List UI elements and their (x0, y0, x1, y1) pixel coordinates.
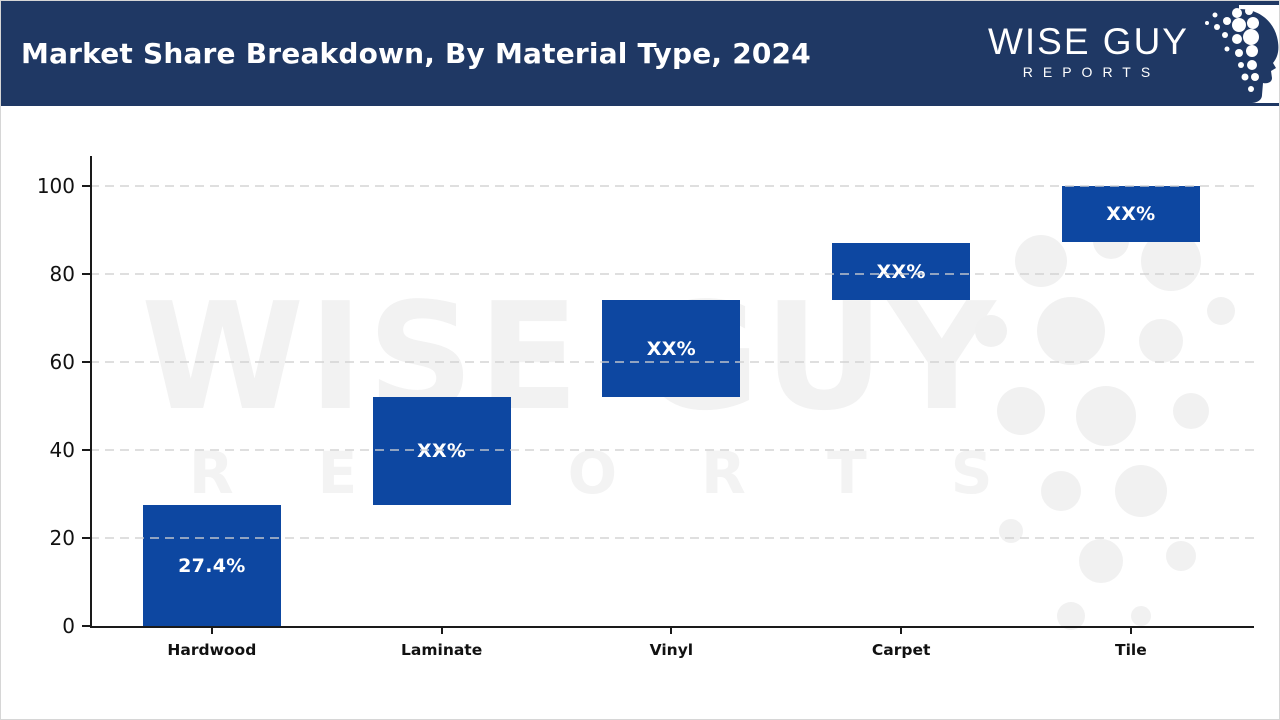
logo-text: WISE GUY REPORTS (987, 21, 1189, 80)
x-axis-label: Tile (1115, 641, 1147, 659)
bar-value-label: XX% (417, 440, 467, 463)
dotted-head-icon (1205, 5, 1279, 103)
bar-tile: XX% (1061, 186, 1200, 242)
gridline (90, 537, 1254, 539)
page-title: Market Share Breakdown, By Material Type… (21, 37, 811, 70)
gridline (90, 361, 1254, 363)
watermark-wordmark: WISE GUY (141, 271, 1000, 443)
x-tick-mark (1129, 626, 1132, 634)
y-tick-mark (82, 537, 90, 539)
bar-value-label: XX% (876, 260, 926, 283)
logo-subtitle: REPORTS (1022, 63, 1161, 80)
x-tick-mark (670, 626, 673, 634)
bar-laminate: XX% (372, 397, 511, 506)
y-tick-label: 40 (49, 438, 75, 462)
x-tick-mark (900, 626, 903, 634)
y-tick-label: 20 (49, 526, 75, 550)
header-band: Market Share Breakdown, By Material Type… (1, 1, 1279, 106)
y-tick-mark (82, 361, 90, 363)
x-tick-mark (440, 626, 443, 634)
y-tick-mark (82, 449, 90, 451)
bar-value-label: XX% (646, 337, 696, 360)
gridline (90, 273, 1254, 275)
x-axis-label: Hardwood (167, 641, 257, 659)
x-axis-label: Vinyl (649, 641, 694, 659)
wise-guy-logo: WISE GUY REPORTS (981, 1, 1279, 106)
y-tick-mark (82, 273, 90, 275)
x-tick-mark (210, 626, 213, 634)
gridline (90, 185, 1254, 187)
y-tick-mark (82, 625, 90, 627)
y-axis-spine (90, 156, 92, 628)
x-axis-label: Laminate (401, 641, 483, 659)
bar-value-label: 27.4% (178, 554, 246, 577)
bar-vinyl: XX% (602, 300, 741, 398)
y-tick-label: 0 (62, 614, 75, 638)
x-axis-label: Carpet (871, 641, 931, 659)
bar-value-label: XX% (1106, 202, 1156, 225)
y-tick-label: 80 (49, 262, 75, 286)
watermark-subtitle: REPORTS (189, 439, 1077, 507)
bar-carpet: XX% (832, 243, 971, 301)
gridline (90, 449, 1254, 451)
y-tick-label: 60 (49, 350, 75, 374)
bar-hardwood: 27.4% (142, 505, 281, 626)
y-tick-mark (82, 185, 90, 187)
y-tick-label: 100 (36, 174, 75, 198)
logo-wordmark: WISE GUY (987, 21, 1189, 62)
